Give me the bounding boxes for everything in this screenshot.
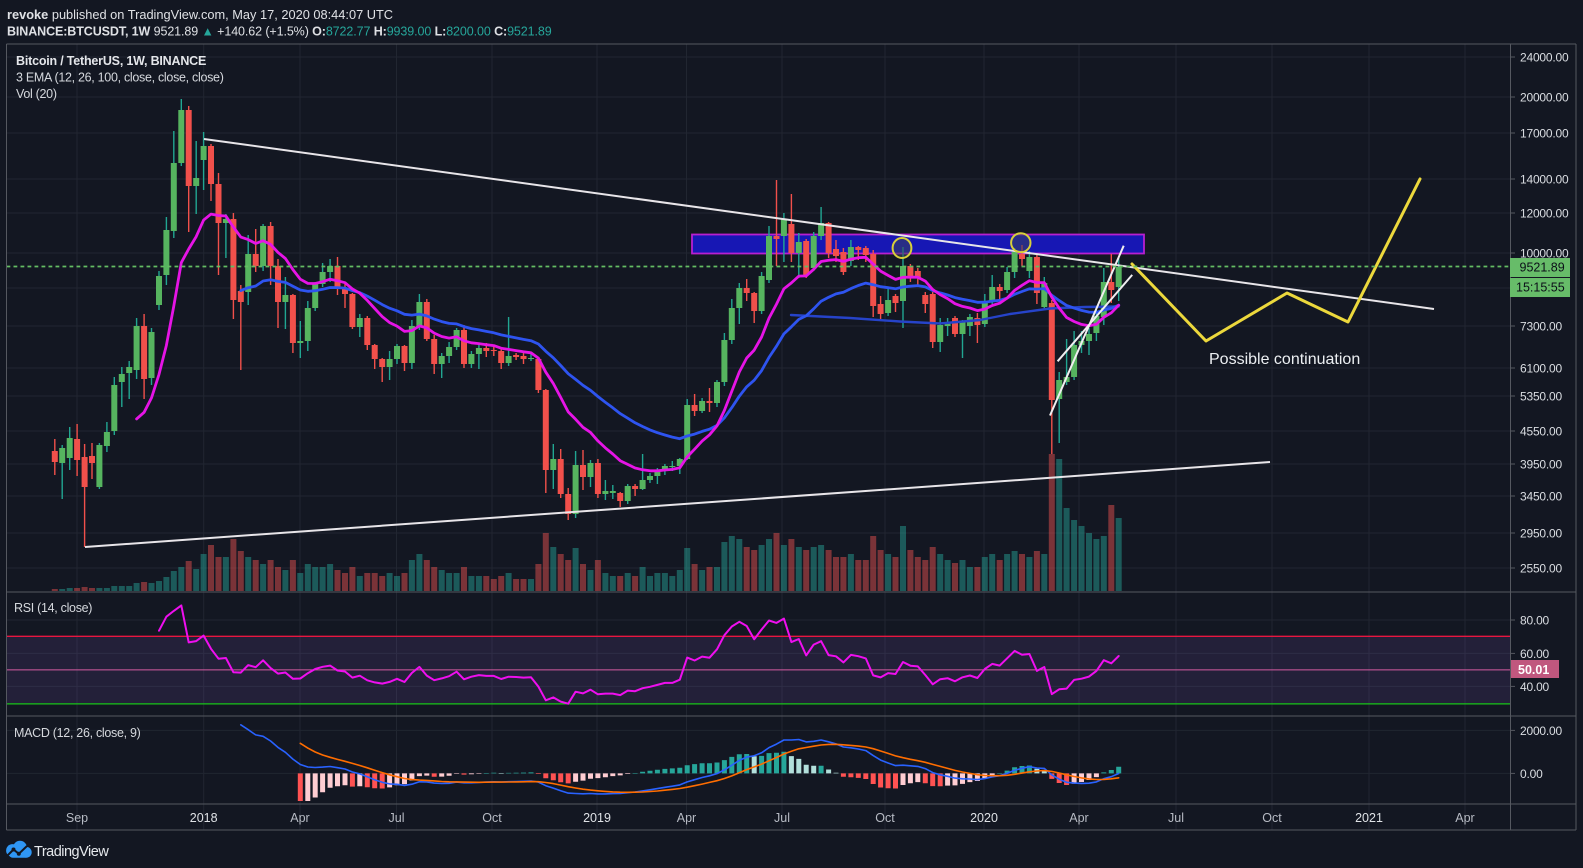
svg-text:17000.00: 17000.00 bbox=[1520, 127, 1569, 141]
svg-text:2018: 2018 bbox=[190, 811, 218, 825]
svg-text:RSI (14, close): RSI (14, close) bbox=[14, 601, 92, 615]
svg-text:2550.00: 2550.00 bbox=[1520, 562, 1563, 576]
svg-text:revoke published on TradingVie: revoke published on TradingView.com, May… bbox=[7, 7, 393, 22]
svg-text:20000.00: 20000.00 bbox=[1520, 91, 1569, 105]
svg-text:Oct: Oct bbox=[482, 811, 502, 825]
svg-text:Apr: Apr bbox=[1455, 811, 1474, 825]
svg-text:10000.00: 10000.00 bbox=[1520, 247, 1569, 261]
svg-text:2000.00: 2000.00 bbox=[1520, 724, 1563, 738]
svg-text:2019: 2019 bbox=[583, 811, 611, 825]
svg-text:MACD (12, 26, close, 9): MACD (12, 26, close, 9) bbox=[14, 726, 141, 740]
svg-text:2020: 2020 bbox=[970, 811, 998, 825]
svg-text:24000.00: 24000.00 bbox=[1520, 51, 1569, 65]
svg-text:2950.00: 2950.00 bbox=[1520, 527, 1563, 541]
svg-text:15:15:55: 15:15:55 bbox=[1516, 281, 1565, 295]
svg-text:TradingView: TradingView bbox=[34, 844, 109, 860]
svg-text:2021: 2021 bbox=[1355, 811, 1383, 825]
svg-text:Vol (20): Vol (20) bbox=[16, 87, 57, 101]
svg-text:12000.00: 12000.00 bbox=[1520, 207, 1569, 221]
svg-text:Apr: Apr bbox=[1069, 811, 1088, 825]
svg-text:Jul: Jul bbox=[389, 811, 405, 825]
svg-text:Oct: Oct bbox=[875, 811, 895, 825]
svg-text:Jul: Jul bbox=[1168, 811, 1184, 825]
svg-text:9521.89: 9521.89 bbox=[1520, 261, 1565, 275]
svg-text:Sep: Sep bbox=[66, 811, 88, 825]
svg-text:6100.00: 6100.00 bbox=[1520, 362, 1563, 376]
svg-text:50.01: 50.01 bbox=[1518, 663, 1549, 677]
svg-text:7300.00: 7300.00 bbox=[1520, 320, 1563, 334]
svg-text:3950.00: 3950.00 bbox=[1520, 458, 1563, 472]
svg-text:80.00: 80.00 bbox=[1520, 614, 1550, 628]
svg-text:Jul: Jul bbox=[774, 811, 790, 825]
svg-text:4550.00: 4550.00 bbox=[1520, 425, 1563, 439]
svg-text:3 EMA (12, 26, 100, close, clo: 3 EMA (12, 26, 100, close, close, close) bbox=[16, 71, 224, 85]
svg-text:3450.00: 3450.00 bbox=[1520, 490, 1563, 504]
svg-text:BINANCE:BTCUSDT, 1W 9521.89 ▲: BINANCE:BTCUSDT, 1W 9521.89 ▲ +140.62 (+… bbox=[7, 25, 552, 39]
svg-text:0.00: 0.00 bbox=[1520, 767, 1543, 781]
svg-text:5350.00: 5350.00 bbox=[1520, 390, 1563, 404]
svg-text:Oct: Oct bbox=[1262, 811, 1282, 825]
svg-text:60.00: 60.00 bbox=[1520, 647, 1550, 661]
svg-text:Bitcoin / TetherUS, 1W, BINANC: Bitcoin / TetherUS, 1W, BINANCE bbox=[16, 54, 206, 68]
svg-text:Apr: Apr bbox=[677, 811, 696, 825]
svg-text:14000.00: 14000.00 bbox=[1520, 173, 1569, 187]
svg-text:Possible continuation: Possible continuation bbox=[1209, 351, 1360, 368]
svg-text:40.00: 40.00 bbox=[1520, 680, 1550, 694]
svg-text:Apr: Apr bbox=[290, 811, 309, 825]
